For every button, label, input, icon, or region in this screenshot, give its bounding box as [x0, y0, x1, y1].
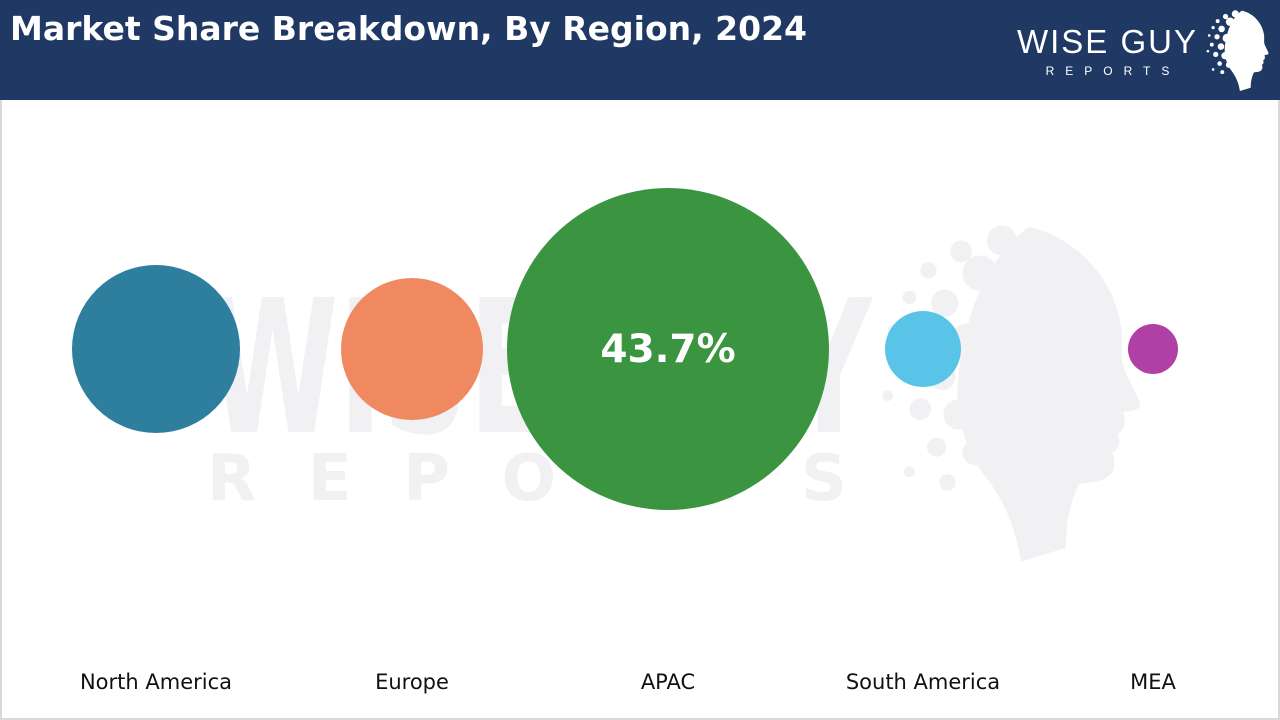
header-bar: Market Share Breakdown, By Region, 2024 … — [0, 0, 1280, 100]
chart-area: WISE GUY REPORTS 43.7% North AmericaEuro… — [0, 100, 1280, 720]
category-label-mea: MEA — [1130, 670, 1176, 694]
bubble-value-label-apac: 43.7% — [600, 326, 736, 372]
bubble-apac: 43.7% — [507, 188, 829, 510]
category-label-apac: APAC — [640, 670, 696, 694]
category-label-europe: Europe — [375, 670, 449, 694]
category-label-north-america: North America — [79, 670, 233, 694]
logo-face-icon — [1206, 9, 1269, 91]
watermark-face-icon — [882, 225, 1140, 562]
category-label-south-america: South America — [845, 670, 1001, 694]
bubble-north-america — [72, 265, 240, 433]
logo-wordmark: WISE GUY — [1016, 22, 1198, 60]
logo-text: WISE GUY REPORTS — [1017, 23, 1198, 78]
page-title: Market Share Breakdown, By Region, 2024 — [10, 9, 807, 48]
bubble-mea — [1128, 324, 1178, 374]
logo-subtitle: REPORTS — [1045, 63, 1181, 78]
bubble-europe — [341, 278, 483, 420]
wise-guy-logo: WISE GUY REPORTS — [1017, 5, 1272, 95]
bubble-south-america — [885, 311, 961, 387]
